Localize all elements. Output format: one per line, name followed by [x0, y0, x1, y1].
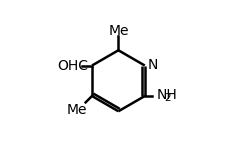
- Text: NH: NH: [156, 88, 177, 102]
- Text: OHC: OHC: [57, 59, 88, 73]
- Text: Me: Me: [108, 24, 129, 38]
- Text: N: N: [148, 58, 158, 72]
- Text: 2: 2: [164, 93, 171, 103]
- Text: Me: Me: [67, 103, 87, 117]
